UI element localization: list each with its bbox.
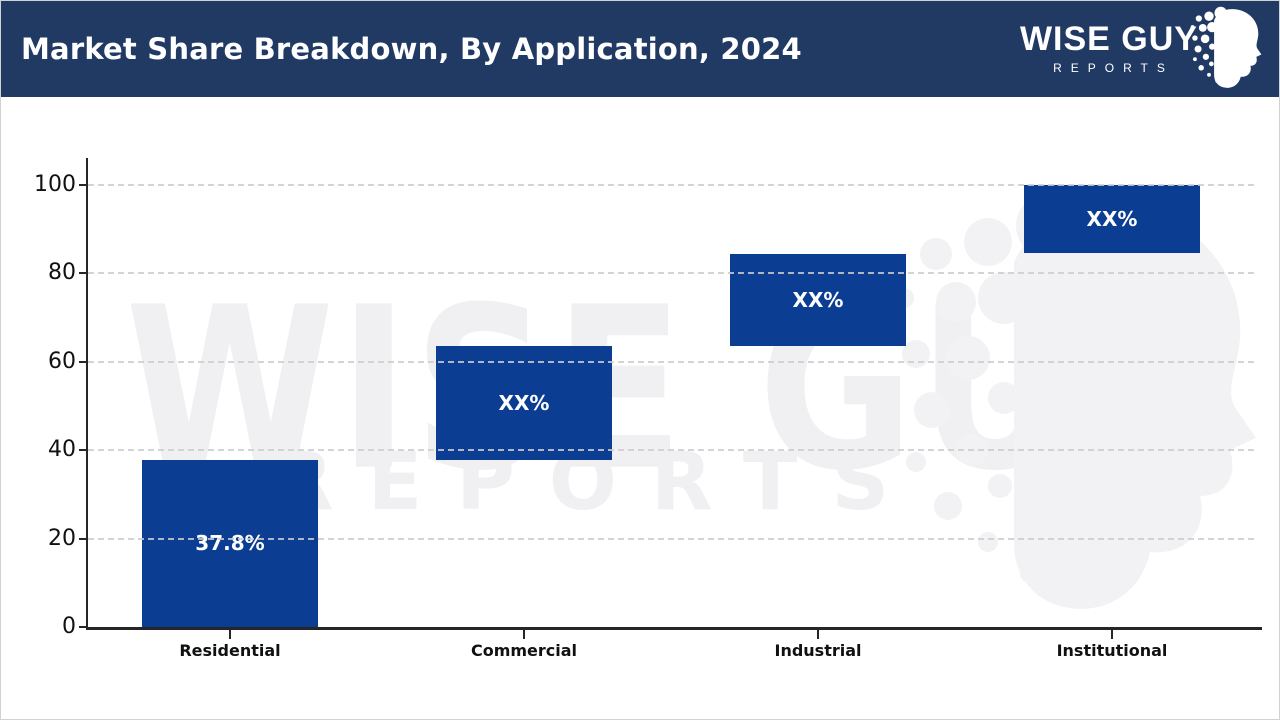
x-tick-commercial: [523, 630, 525, 639]
x-label-industrial: Industrial: [774, 641, 862, 660]
x-tick-institutional: [1111, 630, 1113, 639]
brand-wordmark: WISE GUY REPORTS: [1020, 22, 1198, 75]
y-tick-100: [79, 183, 88, 186]
y-tick-40: [79, 449, 88, 451]
brand-logo: WISE GUY REPORTS: [1020, 0, 1270, 97]
bar-commercial: XX%: [436, 346, 612, 460]
bar-residential: 37.8%: [142, 459, 318, 627]
y-tick-label-20: 20: [48, 525, 76, 551]
x-tick-industrial: [817, 630, 819, 639]
gridline-40: [88, 449, 1254, 451]
y-tick-label-60: 60: [48, 348, 76, 374]
gridline-20: [88, 537, 1254, 540]
bar-institutional: XX%: [1024, 184, 1200, 254]
page-title: Market Share Breakdown, By Application, …: [21, 31, 802, 66]
y-tick-80: [79, 272, 88, 274]
bar-value-label-residential: 37.8%: [195, 531, 265, 556]
bar-value-label-industrial: XX%: [792, 287, 844, 312]
y-tick-60: [79, 360, 88, 363]
watermark-head-icon: [894, 194, 1256, 609]
x-label-institutional: Institutional: [1056, 641, 1168, 660]
y-tick-label-0: 0: [62, 614, 76, 639]
y-tick-20: [79, 537, 88, 540]
gridline-60: [88, 360, 1254, 363]
x-axis-line: [86, 627, 1262, 630]
gridline-80: [88, 272, 1254, 274]
gridline-100: [88, 183, 1254, 186]
y-axis-line: [86, 158, 88, 629]
brand-name: WISE GUY: [1019, 20, 1198, 58]
bar-industrial: XX%: [730, 253, 906, 346]
dotted-profile-head-icon: [1190, 6, 1262, 88]
header-bar: Market Share Breakdown, By Application, …: [0, 0, 1280, 97]
y-tick-label-40: 40: [48, 437, 76, 462]
bar-value-label-institutional: XX%: [1086, 206, 1138, 231]
x-tick-residential: [229, 630, 231, 639]
brand-subname: REPORTS: [1053, 61, 1174, 75]
bar-value-label-commercial: XX%: [498, 390, 550, 415]
x-label-residential: Residential: [179, 641, 281, 660]
y-tick-label-100: 100: [34, 171, 76, 197]
x-label-commercial: Commercial: [470, 641, 578, 660]
y-tick-0: [79, 626, 88, 628]
y-tick-label-80: 80: [48, 260, 76, 285]
